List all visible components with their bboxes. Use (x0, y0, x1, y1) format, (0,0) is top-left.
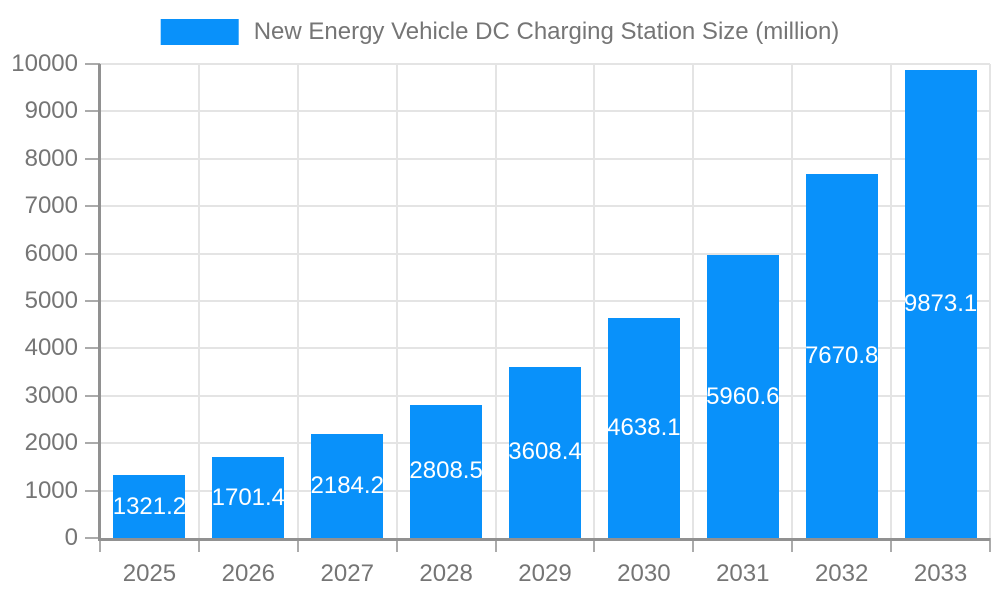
y-axis-label: 5000 (24, 287, 78, 314)
y-axis-tick (85, 537, 100, 539)
bar[interactable] (410, 404, 483, 538)
legend-label: New Energy Vehicle DC Charging Station S… (253, 18, 840, 45)
y-axis-label: 9000 (24, 97, 78, 125)
y-gridline (100, 347, 990, 350)
bar[interactable] (212, 457, 285, 538)
x-axis-label: 2025 (122, 560, 177, 587)
x-axis-label: 2031 (716, 560, 770, 587)
bar[interactable] (113, 475, 186, 538)
x-axis-label: 2030 (617, 560, 671, 587)
x-gridline (692, 64, 695, 538)
y-axis-line (98, 64, 101, 540)
x-axis-line (98, 538, 990, 541)
x-axis-tick (890, 538, 893, 552)
y-axis-label: 0 (64, 524, 78, 551)
y-axis-label: 10000 (11, 50, 78, 77)
y-axis-tick (85, 442, 100, 445)
x-gridline (197, 64, 200, 538)
x-axis-tick (989, 538, 991, 552)
y-axis-tick (85, 394, 100, 397)
bar[interactable] (607, 318, 680, 538)
x-axis-label: 2029 (518, 560, 572, 587)
y-gridline (100, 252, 990, 255)
y-axis-tick (85, 63, 100, 65)
legend-swatch-icon (160, 19, 239, 45)
bar[interactable] (805, 174, 878, 538)
y-axis-label: 4000 (24, 334, 78, 362)
bar[interactable] (904, 70, 977, 538)
x-gridline (890, 64, 893, 538)
x-axis-label: 2028 (419, 560, 473, 587)
x-gridline (395, 64, 398, 538)
bar[interactable] (509, 366, 581, 538)
x-axis-tick (593, 538, 596, 552)
x-axis-tick (296, 538, 299, 552)
y-gridline (100, 110, 990, 113)
x-axis-tick (197, 538, 200, 552)
y-axis-label: 1000 (24, 476, 78, 504)
x-gridline (791, 64, 794, 538)
x-axis-label: 2026 (221, 560, 276, 587)
bar[interactable] (706, 255, 779, 538)
y-axis-tick (85, 110, 100, 113)
y-gridline (100, 157, 990, 160)
y-axis-tick (85, 252, 100, 255)
x-gridline (494, 64, 497, 538)
x-axis-label: 2033 (913, 560, 968, 587)
legend[interactable]: New Energy Vehicle DC Charging Station S… (160, 18, 840, 46)
y-axis-label: 2000 (24, 429, 78, 457)
x-gridline (593, 64, 596, 538)
x-axis-tick (791, 538, 794, 552)
y-axis-tick (85, 157, 100, 160)
y-axis-label: 8000 (24, 144, 78, 172)
bar[interactable] (311, 434, 384, 538)
x-gridline (989, 64, 991, 538)
x-axis-tick (494, 538, 497, 552)
x-axis-label: 2027 (320, 560, 374, 587)
y-axis-tick (85, 300, 100, 302)
y-gridline (100, 63, 990, 65)
y-axis-tick (85, 347, 100, 350)
x-axis-label: 2032 (814, 560, 869, 587)
x-axis-tick (99, 538, 101, 552)
y-gridline (100, 300, 990, 302)
x-axis-tick (395, 538, 398, 552)
x-gridline (296, 64, 299, 538)
y-axis-tick (85, 205, 100, 208)
y-axis-label: 3000 (24, 381, 78, 409)
y-axis-label: 6000 (24, 239, 78, 267)
y-axis-label: 7000 (24, 192, 78, 220)
x-axis-tick (692, 538, 695, 552)
y-gridline (100, 205, 990, 208)
y-axis-tick (85, 489, 100, 492)
